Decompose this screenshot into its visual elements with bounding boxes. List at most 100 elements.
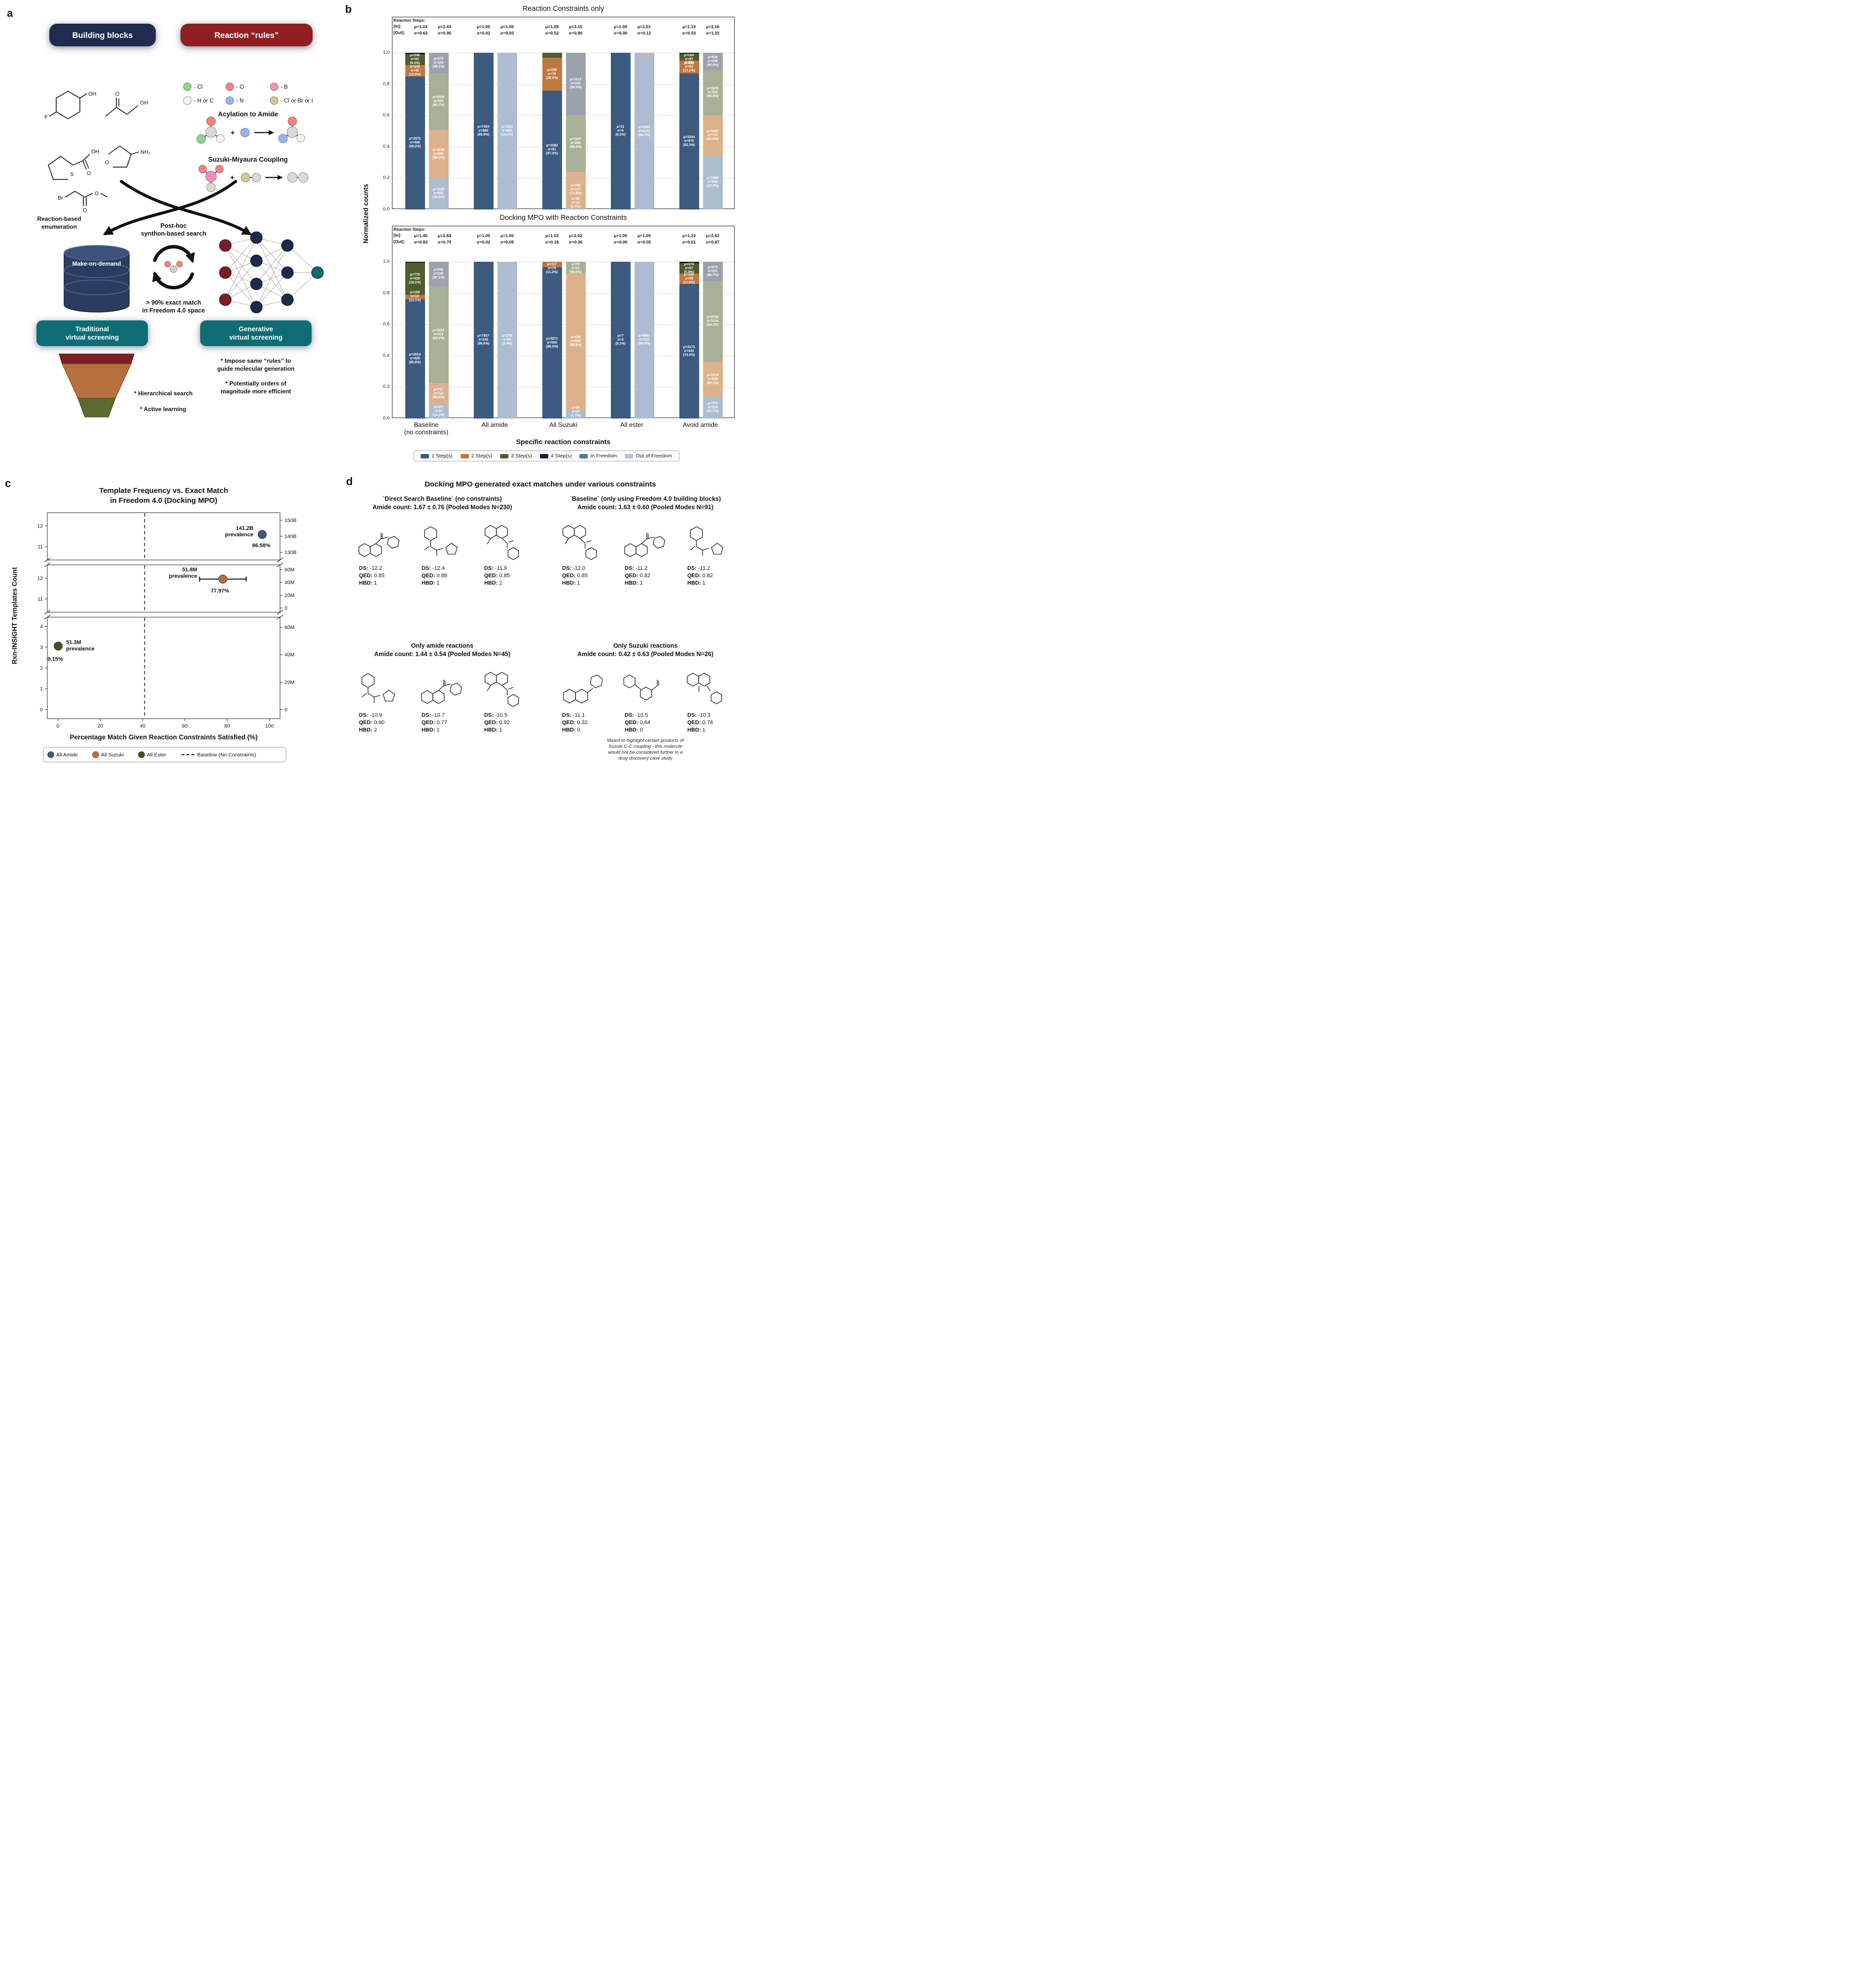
c-x-axis-label: Percentage Match Given Reaction Constrai… [70, 733, 257, 741]
scatter-plot: Template Frequency vs. Exact Match in Fr… [11, 487, 297, 763]
bar-segment-in-step2 [542, 262, 562, 268]
bar-stats-out: μ=2.43 σ=0.95 [437, 24, 452, 35]
legend-label: Out of Freedom [636, 453, 672, 459]
acylation-reaction: + [196, 116, 305, 144]
molecule-stats: DS: -11.2 QED: 0.82 HBD: 1 [614, 565, 676, 587]
molecule-stats: DS: -10.5 QED: 0.64 HBD: 0 [614, 712, 676, 734]
bar-segment-in-step1 [542, 90, 562, 209]
carbon-atom [286, 126, 298, 138]
oh-label: OH [91, 149, 100, 155]
bar-segment-label: μ=76 σ=21 (99.5%) [569, 263, 582, 274]
category-label: All Suzuki [549, 421, 578, 428]
bar-segment-in-step1 [679, 73, 699, 209]
molecule-cell: DS: -12.4 QED: 0.88 HBD: 1 [411, 514, 473, 587]
right-tick-label: 20M [284, 679, 294, 685]
molecule-stats: DS: -10.3 QED: 0.74 HBD: 1 [676, 712, 739, 734]
legend-item: 2 Step(s) [460, 453, 492, 459]
bar-segment-out-step2 [566, 273, 586, 411]
stat-line-ds: DS: -10.3 [687, 712, 711, 718]
bar-stats-out: μ=1.00 σ=0.05 [500, 233, 514, 244]
stat-key-hbd: HBD: [359, 727, 373, 733]
stat-line-qed: QED: 0.82 [625, 573, 650, 579]
carbon-atom [287, 172, 298, 183]
group-heading-line: Amide count: 1.67 ± 0.76 (Pooled Modes N… [372, 504, 512, 511]
molecule-drawing [361, 673, 395, 703]
right-tick-label: 20M [284, 593, 294, 598]
h-or-c-label: - H or C [194, 98, 213, 104]
oh-label: OH [140, 100, 148, 106]
legend-label: 3 Step(s) [511, 453, 532, 459]
crossing-arrows [103, 180, 252, 236]
o-label: O [83, 208, 87, 213]
stat-line-ds: DS: -10.9 [359, 712, 383, 718]
panel-a: a Building blocks Reaction “rules” - Cl … [4, 4, 343, 472]
panel-d-title: Docking MPO generated exact matches unde… [425, 480, 656, 488]
bar-segment-out-step2 [566, 172, 586, 209]
axes-box [47, 564, 281, 613]
gridline [392, 324, 734, 325]
left-tick-label: 1 [40, 686, 43, 692]
stat-key-qed: QED: [562, 573, 576, 579]
left-tick-label: 11 [37, 596, 43, 602]
molecule-structure [614, 661, 676, 712]
molecule-structure [551, 661, 614, 712]
stat-key-hbd: HBD: [625, 580, 638, 586]
nitrogen-atom [240, 128, 250, 138]
nitrogen-label: - N [236, 98, 244, 104]
stat-key-ds: DS: [359, 712, 368, 718]
o-label: O [115, 91, 120, 97]
prevalence-annotation: prevalence [225, 532, 253, 538]
right-tick-label: 130B [284, 550, 297, 556]
bar-segment-in-step2 [679, 61, 699, 74]
bar-segment-label: μ=30 σ=12 (2.7%) [570, 197, 581, 209]
legend-swatch [579, 453, 588, 458]
molecule-cell: DS: -10.5 QED: 0.92 HBD: 1 [473, 661, 536, 734]
legend-label: In Freedom [590, 453, 617, 459]
bar-segment-out-step2 [703, 115, 723, 156]
axis-break-mark [277, 610, 283, 615]
bar-segment-in-step3 [679, 263, 699, 274]
traditional-screening-box: Traditional virtual screening [36, 320, 148, 346]
y-tick-label: 1.0 [383, 50, 389, 55]
molecule-cell: DS: -10.7 QED: 0.77 HBD: 1 [411, 661, 473, 734]
stat-key-qed: QED: [422, 573, 435, 579]
stat-key-ds: DS: [484, 712, 494, 718]
legend-label: All Ester [147, 752, 167, 758]
bar-segment-out-step3 [703, 281, 723, 362]
y-tick-label: 0.6 [383, 321, 389, 327]
bar-segment-out-step1 [428, 178, 449, 209]
legend-label: 4 Step(s) [550, 453, 572, 459]
bar-segment-label: μ=299 σ=78 (28.2%) [546, 68, 558, 80]
right-tick-label: 40M [284, 652, 294, 658]
axis-break-mark [44, 610, 51, 615]
nn-edge [287, 245, 318, 273]
bar-segment-in-step2 [542, 58, 562, 91]
left-tick-label: 2 [40, 665, 43, 671]
boron-label: - B [281, 84, 288, 90]
stat-key-qed: QED: [625, 573, 638, 579]
stat-line-ds: DS: -12.2 [359, 565, 383, 571]
arrow-to-generative [120, 180, 252, 236]
bar-segment-label: μ=1222 σ=963 (14.1%) [501, 125, 513, 137]
stat-line-hbd: HBD: 1 [562, 580, 580, 586]
nn-node [311, 266, 324, 279]
molecule-drawing [563, 674, 603, 704]
bar-segment-label: μ=879 σ=345 (96.2%) [432, 57, 445, 69]
bar-segment-label: μ=174 σ=97 (5.9%) [684, 263, 694, 274]
enumeration-label-line2: enumeration [41, 223, 77, 230]
bar-segment-out-step3 [428, 286, 449, 384]
bar-segment-label: μ=3271 σ=550 (98.3%) [546, 337, 558, 349]
bar-segment-label: μ=2792 σ=1016 (94.1%) [707, 315, 719, 327]
stat-line-qed: QED: 0.85 [359, 573, 385, 579]
legend-label: All Amide [56, 752, 78, 758]
chart-reaction-constraints-only: 0.0 0.2 0.4 0.6 0.8 1.0 μ=1.24 σ=0.62 μ=2.43 σ=0.… [383, 17, 735, 212]
y-tick-label: 0.6 [383, 112, 389, 118]
molecule-stats: DS: -10.9 QED: 0.90 HBD: 2 [348, 712, 411, 734]
neural-network [219, 231, 324, 314]
nn-edge [256, 237, 288, 273]
stat-key-qed: QED: [484, 720, 498, 726]
stat-line-ds: DS: -11.1 [562, 712, 585, 718]
generative-title-line1: Generative [239, 325, 273, 333]
nh2-label: NH₂ [141, 149, 150, 155]
bar-stats-in: μ=1.00 σ=0.02 [476, 233, 491, 244]
